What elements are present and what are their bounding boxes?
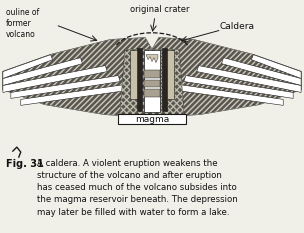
Text: original crater: original crater — [130, 5, 190, 14]
Text: Fig. 31: Fig. 31 — [6, 159, 44, 169]
Polygon shape — [197, 66, 301, 93]
Polygon shape — [184, 75, 293, 98]
Polygon shape — [144, 70, 160, 78]
Polygon shape — [3, 66, 107, 93]
Polygon shape — [222, 58, 301, 86]
Polygon shape — [21, 85, 127, 105]
Polygon shape — [130, 50, 138, 99]
Polygon shape — [3, 38, 301, 117]
Polygon shape — [166, 50, 174, 99]
Polygon shape — [118, 114, 186, 124]
Polygon shape — [11, 75, 120, 98]
Polygon shape — [251, 55, 301, 79]
Text: ouline of
former
volcano: ouline of former volcano — [6, 8, 39, 39]
Polygon shape — [146, 55, 158, 63]
Polygon shape — [137, 48, 142, 111]
Polygon shape — [144, 50, 160, 112]
Polygon shape — [144, 79, 160, 87]
Polygon shape — [177, 85, 283, 105]
Polygon shape — [3, 58, 82, 86]
Text: Caldera: Caldera — [219, 22, 254, 31]
Polygon shape — [162, 48, 167, 111]
Text: magma: magma — [135, 115, 169, 124]
Polygon shape — [120, 50, 184, 114]
Polygon shape — [144, 89, 160, 97]
Text: A caldera. A violent eruption weakens the
structure of the volcano and after eru: A caldera. A violent eruption weakens th… — [37, 159, 237, 217]
Polygon shape — [3, 55, 53, 79]
